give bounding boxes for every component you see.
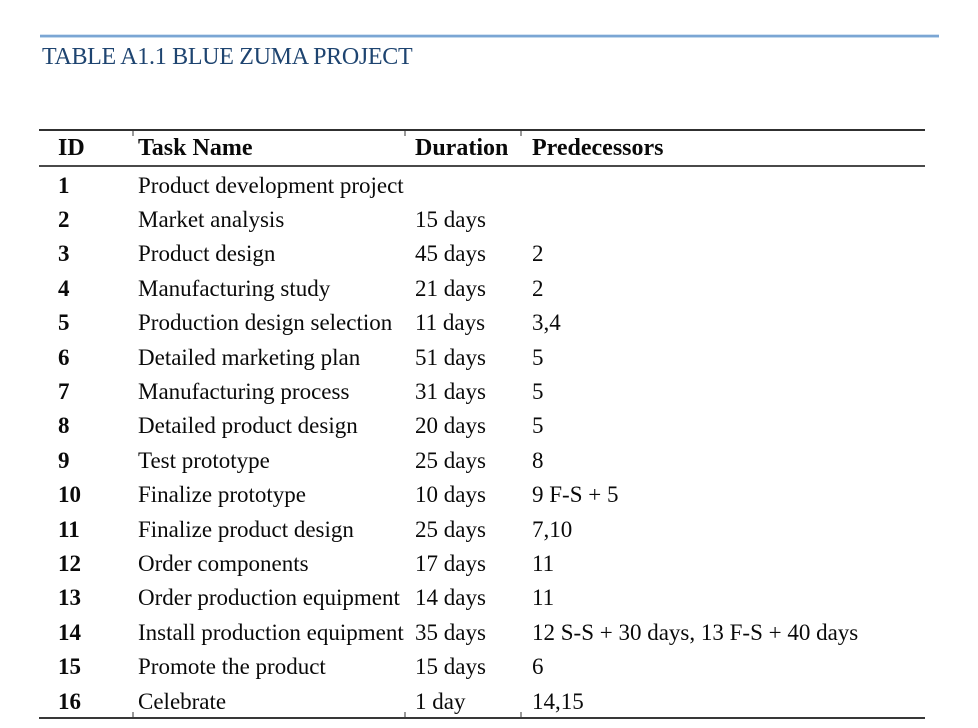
task-predecessors: 7,10 — [532, 516, 573, 542]
table-row: 16 Celebrate 1 day 14,15 — [39, 683, 925, 718]
task-id: 9 — [58, 447, 70, 473]
task-predecessors: 5 — [532, 344, 544, 370]
task-duration: 31 days — [415, 379, 486, 405]
title-accent-line — [40, 35, 939, 37]
table-row: 7 Manufacturing process 31 days 5 — [39, 373, 925, 407]
task-name: Finalize prototype — [138, 482, 306, 508]
table-body: 1 Product development project 2 Market a… — [39, 166, 925, 719]
column-divider-tick — [520, 131, 522, 136]
task-id: 8 — [58, 413, 70, 439]
task-duration: 35 days — [415, 619, 486, 645]
task-name: Production design selection — [138, 310, 393, 336]
task-duration: 15 days — [415, 654, 486, 680]
task-predecessors: 11 — [532, 550, 555, 576]
table-row: 2 Market analysis 15 days — [39, 201, 925, 235]
task-name: Order production equipment — [138, 585, 400, 611]
task-predecessors: 2 — [532, 275, 544, 301]
table-row: 5 Production design selection 11 days 3,… — [39, 305, 925, 339]
task-duration: 14 days — [415, 585, 486, 611]
task-id: 6 — [58, 344, 70, 370]
task-id: 10 — [58, 482, 81, 508]
task-duration: 11 days — [415, 310, 486, 336]
task-name: Product design — [138, 241, 276, 267]
task-id: 13 — [58, 585, 81, 611]
task-duration: 15 days — [415, 207, 486, 233]
task-duration: 20 days — [415, 413, 486, 439]
task-id: 11 — [58, 516, 80, 542]
table-header-row: ID Task Name Duration Predecessors — [39, 130, 925, 166]
task-id: 5 — [58, 310, 70, 336]
task-name: Product development project — [138, 172, 404, 198]
task-name: Manufacturing study — [138, 275, 331, 301]
task-id: 7 — [58, 379, 70, 405]
table-row: 8 Detailed product design 20 days 5 — [39, 408, 925, 442]
table-header: ID Task Name Duration Predecessors — [39, 130, 925, 166]
table-row: 15 Promote the product 15 days 6 — [39, 648, 925, 682]
task-name: Detailed marketing plan — [138, 344, 361, 370]
task-duration — [405, 166, 521, 201]
task-duration: 10 days — [415, 482, 486, 508]
column-divider-tick — [132, 131, 134, 136]
table-row: 9 Test prototype 25 days 8 — [39, 442, 925, 476]
table-row: 14 Install production equipment 35 days … — [39, 614, 925, 648]
task-duration: 45 days — [415, 241, 486, 267]
table-row: 12 Order components 17 days 11 — [39, 545, 925, 579]
task-name: Manufacturing process — [138, 379, 350, 405]
task-name: Finalize product design — [138, 516, 354, 542]
task-predecessors: 6 — [532, 654, 544, 680]
task-predecessors: 14,15 — [532, 688, 584, 714]
task-duration: 51 days — [415, 344, 486, 370]
table-row: 6 Detailed marketing plan 51 days 5 — [39, 339, 925, 373]
task-predecessors: 5 — [532, 379, 544, 405]
task-name: Install production equipment — [138, 619, 404, 645]
task-name: Detailed product design — [138, 413, 358, 439]
task-predecessors: 3,4 — [532, 310, 561, 336]
task-id: 2 — [58, 207, 70, 233]
table-row: 1 Product development project — [39, 166, 925, 201]
task-id: 15 — [58, 654, 81, 680]
task-predecessors: 2 — [532, 241, 544, 267]
task-id: 16 — [58, 688, 81, 714]
task-id: 4 — [58, 275, 70, 301]
task-name: Order components — [138, 550, 309, 576]
column-divider-tick — [132, 712, 134, 718]
task-predecessors: 8 — [532, 447, 544, 473]
task-predecessors: 12 S-S + 30 days, 13 F-S + 40 days — [532, 619, 859, 645]
task-predecessors — [521, 166, 925, 201]
page-title: TABLE A1.1 BLUE ZUMA PROJECT — [42, 44, 413, 70]
column-header-duration: Duration — [415, 134, 509, 161]
column-header-task-name: Task Name — [138, 134, 253, 161]
task-name: Celebrate — [138, 688, 227, 714]
task-predecessors — [521, 201, 925, 235]
column-header-id: ID — [58, 134, 85, 161]
task-duration: 21 days — [415, 275, 486, 301]
project-task-table: ID Task Name Duration Predecessors 1 Pro… — [39, 129, 925, 719]
task-duration: 1 day — [415, 688, 466, 714]
table-row: 11 Finalize product design 25 days 7,10 — [39, 511, 925, 545]
table-row: 3 Product design 45 days 2 — [39, 236, 925, 270]
table-row: 4 Manufacturing study 21 days 2 — [39, 270, 925, 304]
task-duration: 17 days — [415, 550, 486, 576]
task-predecessors: 5 — [532, 413, 544, 439]
task-predecessors: 11 — [532, 585, 555, 611]
task-table: ID Task Name Duration Predecessors 1 Pro… — [39, 129, 925, 719]
column-divider-tick — [404, 131, 406, 136]
task-name: Market analysis — [138, 207, 285, 233]
task-predecessors: 9 F-S + 5 — [532, 482, 619, 508]
column-divider-tick — [520, 712, 522, 718]
task-duration: 25 days — [415, 447, 486, 473]
column-divider-tick — [404, 712, 406, 718]
task-id: 12 — [58, 550, 81, 576]
task-name: Test prototype — [138, 447, 270, 473]
column-header-predecessors: Predecessors — [532, 134, 664, 161]
task-id: 3 — [58, 241, 70, 267]
table-row: 13 Order production equipment 14 days 11 — [39, 580, 925, 614]
task-name: Promote the product — [138, 654, 326, 680]
task-duration: 25 days — [415, 516, 486, 542]
task-id: 14 — [58, 619, 81, 645]
task-id: 1 — [58, 172, 70, 198]
table-row: 10 Finalize prototype 10 days 9 F-S + 5 — [39, 477, 925, 511]
